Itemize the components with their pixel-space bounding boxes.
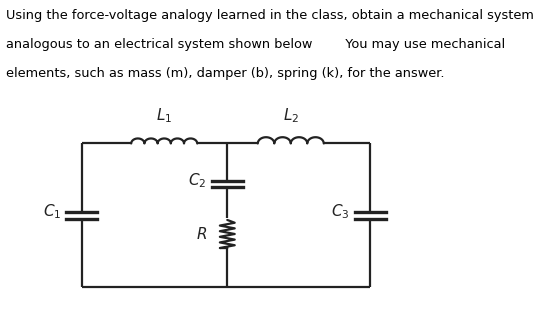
Text: $C_3$: $C_3$ <box>332 203 350 221</box>
Text: $R$: $R$ <box>196 226 207 242</box>
Text: Using the force-voltage analogy learned in the class, obtain a mechanical system: Using the force-voltage analogy learned … <box>6 9 534 22</box>
Text: $L_2$: $L_2$ <box>282 107 299 125</box>
Text: $L_1$: $L_1$ <box>156 107 172 125</box>
Text: elements, such as mass (m), damper (b), spring (k), for the answer.: elements, such as mass (m), damper (b), … <box>6 67 445 80</box>
Text: $C_1$: $C_1$ <box>43 203 61 221</box>
Text: $C_2$: $C_2$ <box>189 172 207 190</box>
Text: analogous to an electrical system shown below        You may use mechanical: analogous to an electrical system shown … <box>6 38 506 51</box>
